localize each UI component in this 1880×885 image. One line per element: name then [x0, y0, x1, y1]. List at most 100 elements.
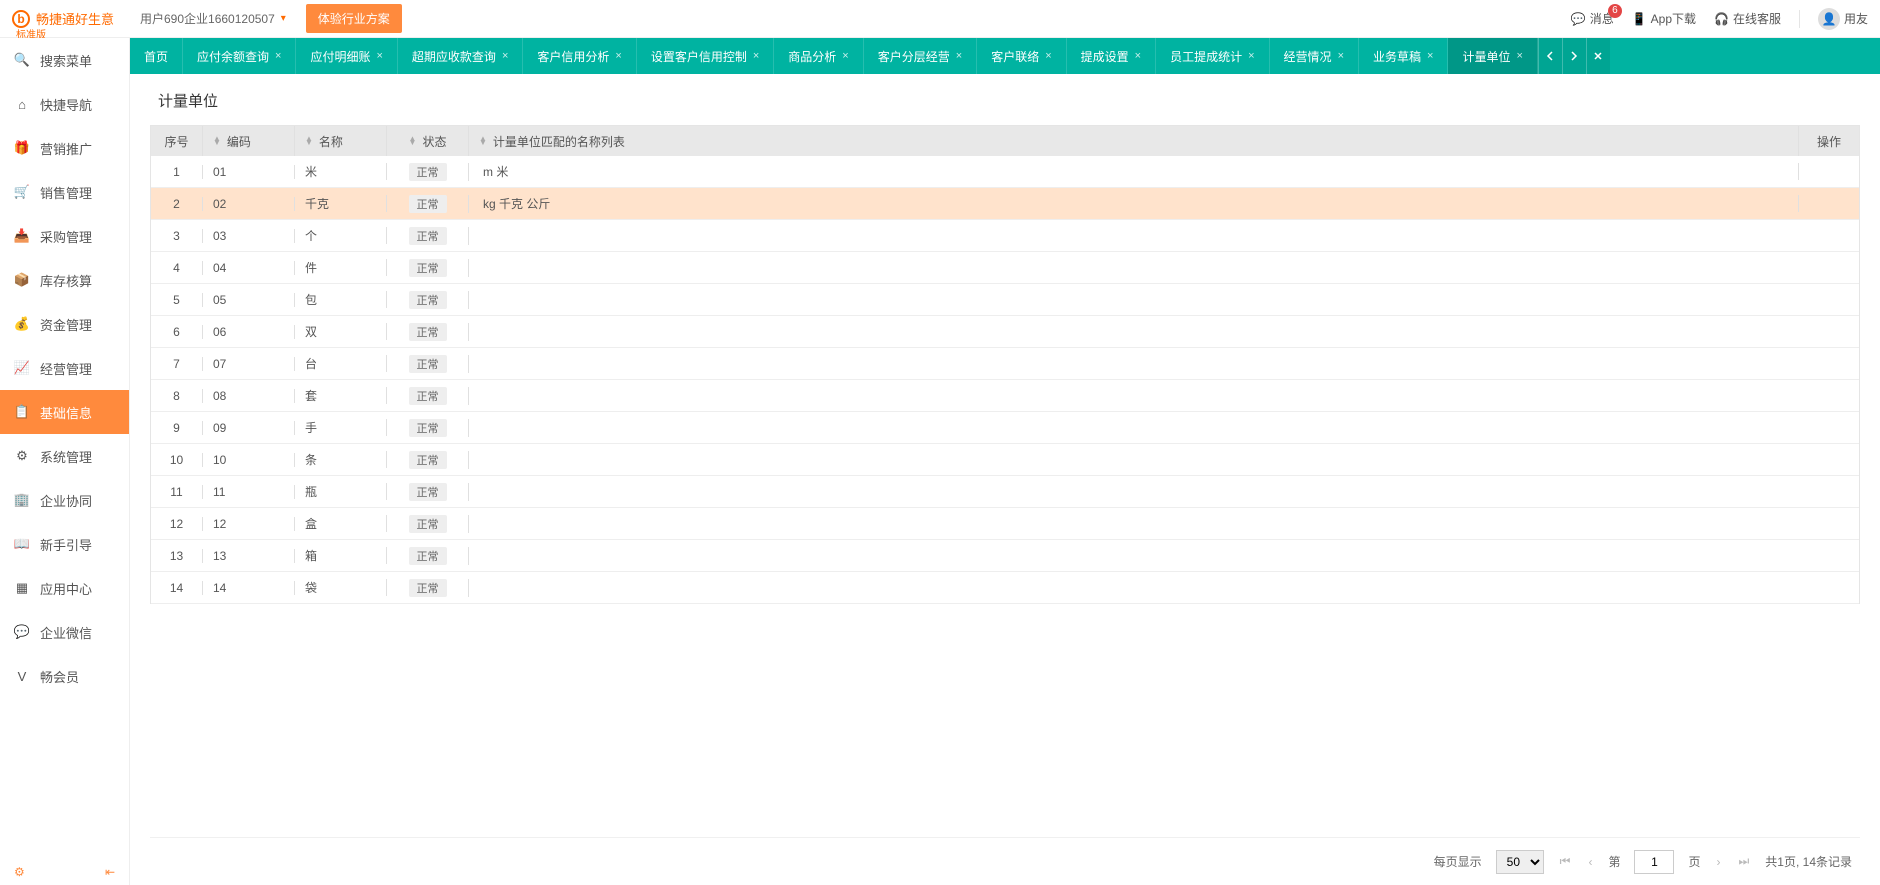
table-row[interactable]: 707台正常 [151, 348, 1859, 380]
message-badge: 6 [1608, 4, 1622, 18]
top-header: b 畅捷通好生意 标准版 用户690企业1660120507 ▾ 体验行业方案 … [0, 0, 1880, 38]
tab-close-all[interactable] [1586, 38, 1610, 74]
sidebar-item[interactable]: 🔍搜索菜单 [0, 38, 129, 82]
page-prev-icon[interactable]: ‹ [1586, 855, 1594, 869]
table-row[interactable]: 909手正常 [151, 412, 1859, 444]
tab[interactable]: 应付明细账× [296, 38, 397, 74]
close-icon[interactable]: × [502, 50, 508, 62]
messages-link[interactable]: 💬 消息 6 [1571, 10, 1614, 27]
page-first-icon[interactable]: ⏮ [1558, 854, 1573, 869]
table-row[interactable]: 404件正常 [151, 252, 1859, 284]
tab[interactable]: 设置客户信用控制× [637, 38, 774, 74]
cell-seq: 5 [151, 293, 203, 307]
sidebar-item[interactable]: V畅会员 [0, 654, 129, 698]
sidebar-item[interactable]: ⚙系统管理 [0, 434, 129, 478]
table-row[interactable]: 101米正常m 米 [151, 156, 1859, 188]
col-seq-header[interactable]: 序号 [151, 126, 203, 156]
sidebar-item[interactable]: 📥采购管理 [0, 214, 129, 258]
status-badge: 正常 [409, 195, 447, 213]
tab[interactable]: 应付余额查询× [183, 38, 296, 74]
table-row[interactable]: 808套正常 [151, 380, 1859, 412]
close-icon[interactable]: × [1045, 50, 1051, 62]
sidebar-item[interactable]: 📦库存核算 [0, 258, 129, 302]
tab[interactable]: 首页 [130, 38, 183, 74]
tab[interactable]: 客户信用分析× [523, 38, 636, 74]
table-row[interactable]: 606双正常 [151, 316, 1859, 348]
close-icon[interactable]: × [842, 50, 848, 62]
close-icon[interactable]: × [1338, 50, 1344, 62]
col-code-header[interactable]: ▲▼编码 [203, 126, 295, 156]
col-name-header[interactable]: ▲▼名称 [295, 126, 387, 156]
sidebar-label: 企业协同 [40, 491, 92, 510]
sidebar-item[interactable]: 🎁营销推广 [0, 126, 129, 170]
close-icon[interactable]: × [1135, 50, 1141, 62]
tab[interactable]: 客户分层经营× [864, 38, 977, 74]
tab[interactable]: 超期应收款查询× [398, 38, 523, 74]
support-link[interactable]: 🎧 在线客服 [1714, 10, 1781, 27]
tab-scroll-left[interactable] [1538, 38, 1562, 74]
close-icon[interactable]: × [1248, 50, 1254, 62]
col-alias-header[interactable]: ▲▼计量单位匹配的名称列表 [469, 126, 1799, 156]
tab-label: 提成设置 [1081, 48, 1129, 65]
tab[interactable]: 商品分析 × [774, 38, 863, 74]
close-icon[interactable]: × [956, 50, 962, 62]
tab[interactable]: 客户联络× [977, 38, 1066, 74]
content-area: 计量单位 序号 ▲▼编码 ▲▼名称 ▲▼状态 ▲▼计量单位匹配的名称列表 操作 … [130, 74, 1880, 885]
close-icon[interactable]: × [615, 50, 621, 62]
app-download-link[interactable]: 📱 App下载 [1632, 10, 1696, 27]
col-status-header[interactable]: ▲▼状态 [387, 126, 469, 156]
page-next-icon[interactable]: › [1714, 855, 1722, 869]
tenant-dropdown[interactable]: 用户690企业1660120507 ▾ [130, 10, 296, 27]
table-row[interactable]: 1414袋正常 [151, 572, 1859, 604]
close-icon[interactable]: × [1516, 50, 1522, 62]
sidebar-item[interactable]: 🏢企业协同 [0, 478, 129, 522]
sidebar-item[interactable]: 🛒销售管理 [0, 170, 129, 214]
user-menu[interactable]: 👤 用友 [1818, 8, 1868, 30]
sidebar-item[interactable]: ▦应用中心 [0, 566, 129, 610]
table-row[interactable]: 1212盒正常 [151, 508, 1859, 540]
tab-label: 员工提成统计 [1170, 48, 1242, 65]
per-page-select[interactable]: 50 [1496, 850, 1544, 874]
cta-button[interactable]: 体验行业方案 [306, 4, 402, 33]
close-icon[interactable]: × [753, 50, 759, 62]
close-icon[interactable]: × [376, 50, 382, 62]
headset-icon: 🎧 [1714, 12, 1729, 26]
tab[interactable]: 员工提成统计 × [1156, 38, 1269, 74]
sidebar-settings-icon[interactable]: ⚙ [14, 865, 25, 879]
tab[interactable]: 业务草稿× [1359, 38, 1448, 74]
tab[interactable]: 经营情况× [1270, 38, 1359, 74]
status-badge: 正常 [409, 323, 447, 341]
status-badge: 正常 [409, 547, 447, 565]
sidebar-item[interactable]: 📈经营管理 [0, 346, 129, 390]
menu-icon: 📈 [14, 360, 30, 376]
tab-scroll-right[interactable] [1562, 38, 1586, 74]
chevron-down-icon: ▾ [281, 13, 286, 24]
cell-status: 正常 [387, 547, 469, 565]
sidebar-label: 应用中心 [40, 579, 92, 598]
table-row[interactable]: 1010条正常 [151, 444, 1859, 476]
table-row[interactable]: 1313箱正常 [151, 540, 1859, 572]
sidebar-item[interactable]: 💬企业微信 [0, 610, 129, 654]
page-input[interactable] [1634, 850, 1674, 874]
tab-label: 商品分析 [788, 48, 836, 65]
table-row[interactable]: 202千克正常kg 千克 公斤 [151, 188, 1859, 220]
close-icon[interactable]: × [1427, 50, 1433, 62]
cell-name: 瓶 [295, 483, 387, 500]
status-badge: 正常 [409, 227, 447, 245]
sort-icon: ▲▼ [213, 137, 221, 145]
cell-status: 正常 [387, 387, 469, 405]
sidebar-item[interactable]: 💰资金管理 [0, 302, 129, 346]
sidebar-item[interactable]: ⌂快捷导航 [0, 82, 129, 126]
table-row[interactable]: 1111瓶正常 [151, 476, 1859, 508]
close-icon[interactable]: × [275, 50, 281, 62]
sidebar-collapse-icon[interactable]: ⇤ [105, 865, 115, 879]
tab[interactable]: 提成设置 × [1067, 38, 1156, 74]
tab[interactable]: 计量单位× [1448, 38, 1537, 74]
table-row[interactable]: 303个正常 [151, 220, 1859, 252]
cell-seq: 9 [151, 421, 203, 435]
table-row[interactable]: 505包正常 [151, 284, 1859, 316]
sidebar-item[interactable]: 📋基础信息 [0, 390, 129, 434]
sidebar-item[interactable]: 📖新手引导 [0, 522, 129, 566]
cell-alias: kg 千克 公斤 [469, 195, 1799, 212]
page-last-icon[interactable]: ⏭ [1736, 854, 1751, 869]
